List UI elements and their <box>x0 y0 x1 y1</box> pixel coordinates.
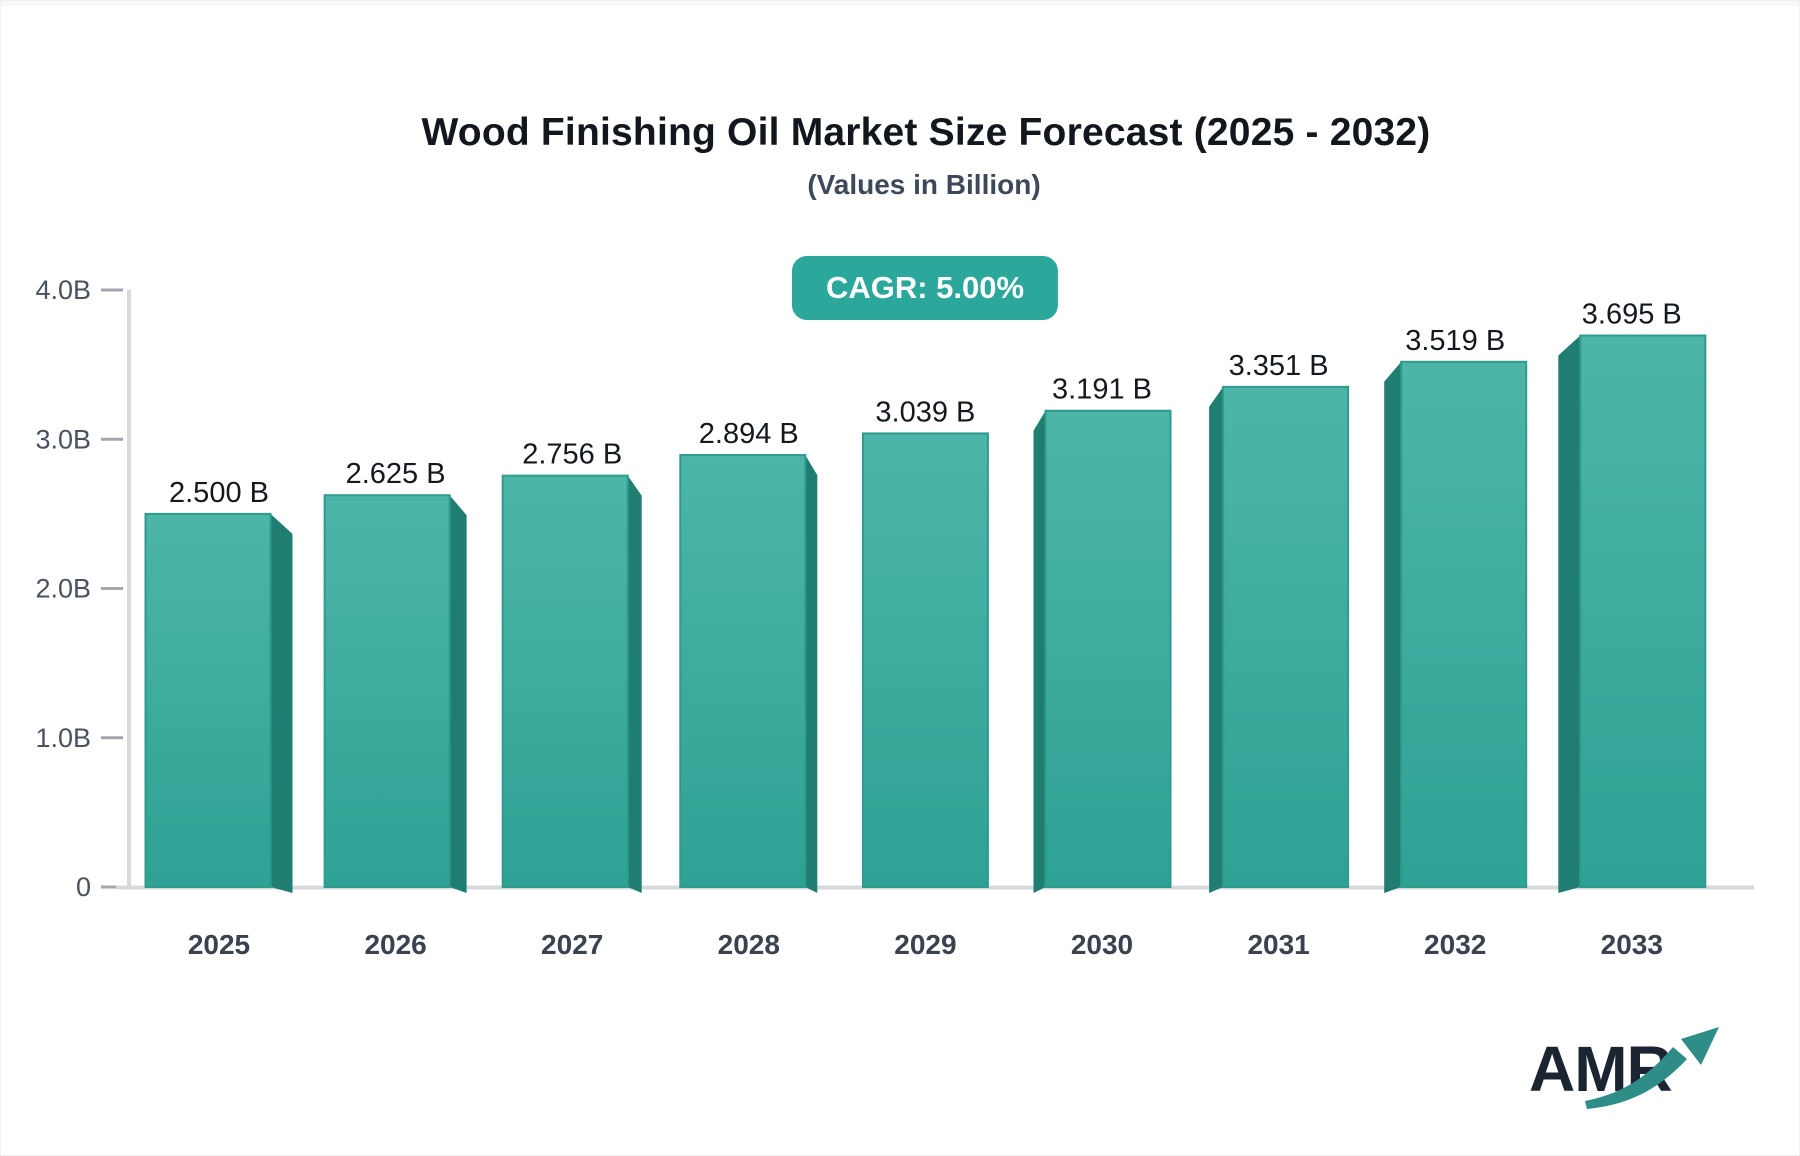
y-axis-label-1.0B: 1.0B <box>35 723 91 753</box>
bar-side-2030 <box>1033 410 1046 893</box>
bar-2032 <box>1400 360 1528 888</box>
y-axis-label-2.0B: 2.0B <box>35 574 91 604</box>
bar-value-label-2026: 2.625 B <box>346 458 446 490</box>
bar-side-2031 <box>1209 386 1224 893</box>
x-tick-label-2029: 2029 <box>894 929 956 960</box>
bar-side-2026 <box>449 495 467 893</box>
x-tick-label-2033: 2033 <box>1601 929 1663 960</box>
bar-value-label-2030: 3.191 B <box>1052 374 1152 406</box>
y-axis-line <box>127 290 131 887</box>
y-axis-label-4.0B: 4.0B <box>35 275 91 305</box>
chart-subtitle: (Values in Billion) <box>807 169 1041 200</box>
amr-logo-text: AMR <box>1529 1033 1672 1105</box>
bar-value-label-2027: 2.756 B <box>522 439 622 471</box>
y-axis-label-3.0B: 3.0B <box>35 424 91 454</box>
growth-arrow-icon <box>1585 1027 1719 1109</box>
bar-side-2027 <box>627 475 642 893</box>
bar-side-2025 <box>270 513 293 893</box>
x-tick-label-2028: 2028 <box>718 929 780 960</box>
top-border-strip <box>1 1 1799 6</box>
x-tick-label-2031: 2031 <box>1247 929 1309 960</box>
amr-logo: AMR <box>1529 1027 1719 1109</box>
bar-2031 <box>1222 385 1350 888</box>
bar-2033 <box>1579 334 1707 888</box>
x-tick-label-2032: 2032 <box>1424 929 1486 960</box>
bar-value-label-2031: 3.351 B <box>1229 350 1329 382</box>
bar-side-2033 <box>1558 335 1581 893</box>
y-tick-0 <box>101 885 123 889</box>
bar-2030 <box>1044 409 1172 888</box>
y-tick-1.0B <box>101 736 123 740</box>
cagr-badge: CAGR: 5.00% <box>791 256 1059 320</box>
bar-value-label-2028: 2.894 B <box>699 418 799 450</box>
y-tick-2.0B <box>101 587 123 590</box>
bar-value-label-2032: 3.519 B <box>1405 325 1505 357</box>
x-tick-label-2027: 2027 <box>541 929 603 960</box>
bar-value-label-2025: 2.500 B <box>169 477 269 509</box>
bar-2028 <box>679 454 807 888</box>
bar-side-2032 <box>1384 361 1402 893</box>
bar-side-2028 <box>805 455 818 893</box>
y-axis-label-0: 0 <box>76 872 91 902</box>
bar-2027 <box>501 474 629 888</box>
chart-title: Wood Finishing Oil Market Size Forecast … <box>421 111 1431 154</box>
y-tick-4.0B <box>101 288 123 292</box>
bar-2026 <box>323 494 451 888</box>
y-tick-3.0B <box>101 437 123 441</box>
bar-value-label-2033: 3.695 B <box>1582 299 1682 331</box>
x-tick-label-2030: 2030 <box>1071 929 1133 960</box>
x-tick-label-2025: 2025 <box>188 929 250 960</box>
bar-2029 <box>861 432 989 888</box>
x-tick-label-2026: 2026 <box>364 929 426 960</box>
bar-value-label-2029: 3.039 B <box>875 396 975 428</box>
bar-2025 <box>144 512 272 888</box>
